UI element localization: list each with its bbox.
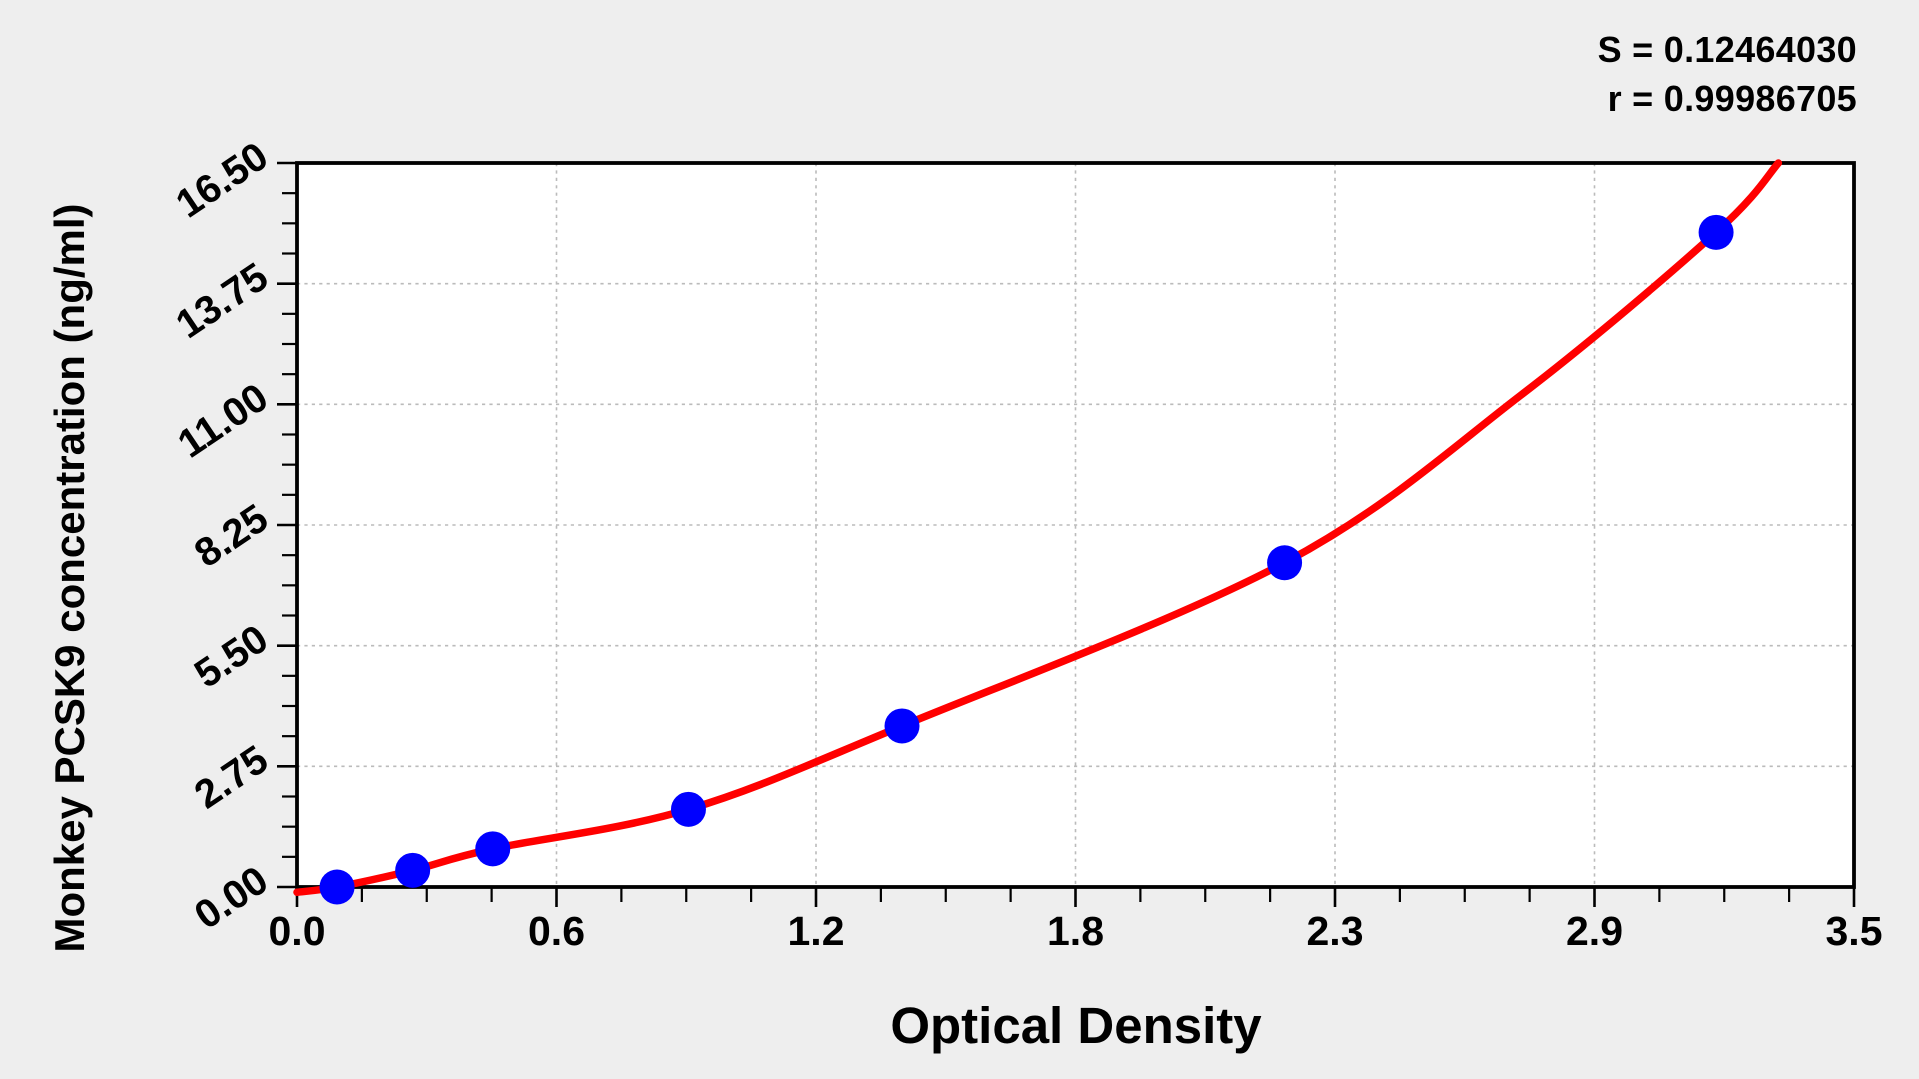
svg-text:0.00: 0.00 (187, 858, 276, 938)
svg-text:1.2: 1.2 (788, 908, 845, 954)
svg-text:2.9: 2.9 (1566, 908, 1623, 954)
svg-text:2.75: 2.75 (187, 737, 276, 817)
svg-text:13.75: 13.75 (168, 255, 276, 347)
svg-text:0.6: 0.6 (528, 908, 585, 954)
svg-text:16.50: 16.50 (168, 134, 276, 226)
svg-text:11.00: 11.00 (170, 375, 276, 466)
svg-text:0.0: 0.0 (269, 908, 326, 954)
svg-text:1.8: 1.8 (1047, 908, 1104, 954)
svg-text:5.50: 5.50 (187, 617, 276, 697)
svg-text:2.3: 2.3 (1307, 908, 1364, 954)
svg-text:3.5: 3.5 (1826, 908, 1883, 954)
svg-text:8.25: 8.25 (187, 496, 276, 576)
